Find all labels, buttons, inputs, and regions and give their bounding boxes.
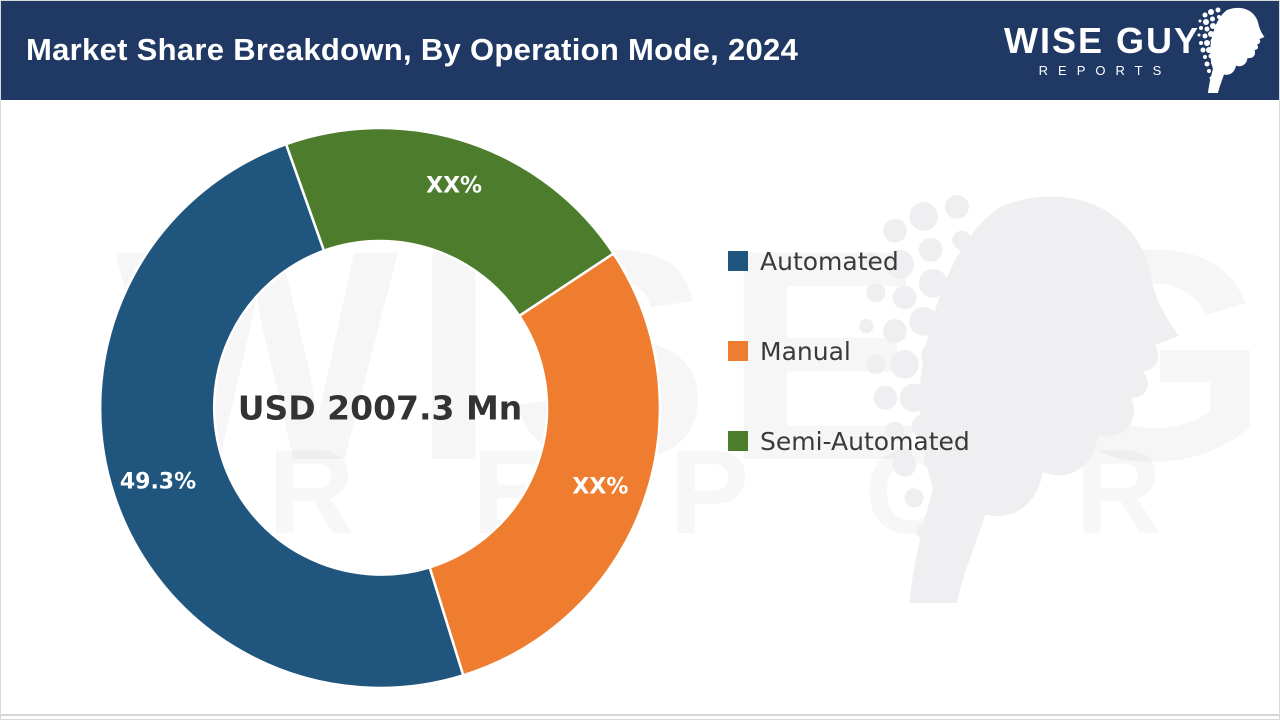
pie-slice-automated	[98, 142, 465, 690]
legend-item-automated: Automated	[728, 246, 970, 276]
wiseguy-face-icon	[1197, 7, 1265, 93]
header-bar: Market Share Breakdown, By Operation Mod…	[0, 0, 1280, 100]
legend-label-automated: Automated	[760, 246, 899, 276]
pie-slice-semi-automated	[284, 126, 615, 318]
bottom-rule	[0, 714, 1280, 716]
donut-center-value: USD 2007.3 Mn	[237, 388, 523, 428]
wiseguy-logo-text: WISE GUY REPORTS	[1003, 19, 1200, 78]
legend-swatch-semi-automated	[728, 431, 748, 451]
legend-swatch-automated	[728, 251, 748, 271]
slice-label-automated: 49.3%	[119, 469, 197, 495]
legend-swatch-manual	[728, 341, 748, 361]
wiseguy-logo: WISE GUY REPORTS	[1004, 0, 1266, 100]
legend-item-semi-automated: Semi-Automated	[728, 426, 970, 456]
chart-title: Market Share Breakdown, By Operation Mod…	[26, 32, 799, 67]
legend-item-manual: Manual	[728, 336, 970, 366]
legend-label-semi-automated: Semi-Automated	[760, 426, 970, 456]
legend-label-manual: Manual	[760, 336, 851, 366]
slice-label-semi-automated: XX%	[426, 173, 483, 199]
slice-label-manual: XX%	[572, 474, 629, 499]
logo-reports-label: REPORTS	[1038, 62, 1172, 78]
logo-wise-guy-label: WISE GUY	[1003, 19, 1200, 61]
pie-slice-manual	[428, 252, 662, 677]
chart-legend: Automated Manual Semi-Automated	[728, 246, 970, 518]
